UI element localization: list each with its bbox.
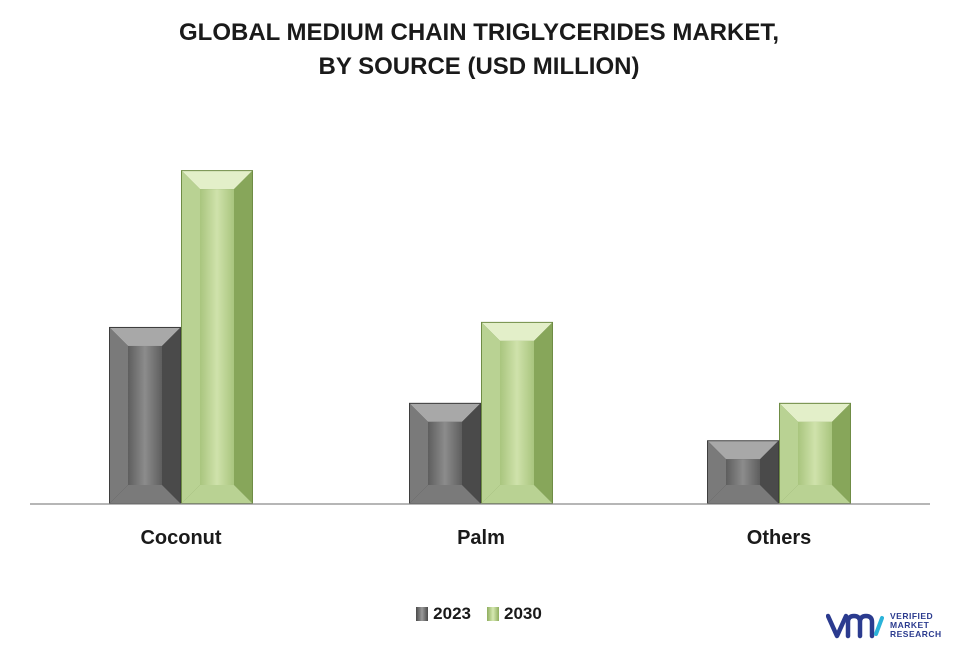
bar-others-2030 — [779, 402, 851, 504]
bar-bevel-bottom-others-2030 — [780, 485, 850, 503]
bar-face-coconut-2030 — [200, 189, 234, 485]
x-tick-label-palm: Palm — [457, 527, 505, 549]
bar-bevel-top-palm-2023 — [410, 403, 480, 422]
bar-bevel-left-coconut-2023 — [110, 327, 128, 503]
x-tick-labels: Coconut Palm Others — [140, 527, 811, 549]
bar-bevel-left-coconut-2030 — [182, 171, 200, 503]
x-tick-label-others: Others — [747, 527, 811, 549]
legend-swatch-2030 — [487, 607, 499, 621]
bar-bevel-bottom-coconut-2023 — [110, 485, 180, 503]
brand-logo: VERIFIED MARKET RESEARCH — [826, 608, 954, 642]
x-tick-label-coconut: Coconut — [140, 527, 221, 549]
bar-palm-2030 — [481, 321, 553, 504]
chart-title-line-2: BY SOURCE (USD MILLION) — [318, 53, 640, 80]
bar-bevel-bottom-coconut-2030 — [182, 485, 252, 503]
bar-bevel-top-coconut-2030 — [182, 171, 252, 190]
bar-bevel-right-palm-2030 — [534, 322, 552, 503]
brand-text: VERIFIED MARKET RESEARCH — [890, 610, 942, 639]
brand-line-2: MARKET — [890, 619, 930, 630]
bar-bevel-left-others-2023 — [708, 441, 726, 503]
legend-item-2030: 2030 — [487, 604, 542, 624]
bar-bevel-right-palm-2023 — [462, 403, 480, 503]
bar-coconut-2030 — [181, 170, 253, 504]
chart-title-line-1: GLOBAL MEDIUM CHAIN TRIGLYCERIDES MARKET… — [178, 19, 780, 46]
bar-bevel-right-coconut-2030 — [234, 171, 252, 503]
bar-bevel-left-palm-2030 — [482, 322, 500, 503]
bar-others-2023 — [707, 440, 779, 504]
chart-title: GLOBAL MEDIUM CHAIN TRIGLYCERIDES MARKET… — [0, 16, 958, 84]
bar-palm-2023 — [409, 402, 481, 504]
vmr-logo-icon — [826, 613, 884, 639]
bar-bevel-left-palm-2023 — [410, 403, 428, 503]
brand-line-1: VERIFIED — [890, 610, 934, 621]
bar-bevel-right-coconut-2023 — [162, 327, 180, 503]
bar-face-palm-2023 — [428, 421, 462, 485]
bar-bevel-top-coconut-2023 — [110, 327, 180, 346]
bar-bevel-right-others-2030 — [832, 403, 850, 503]
bar-bevel-bottom-palm-2030 — [482, 485, 552, 503]
legend: 2023 2030 — [0, 604, 958, 624]
bar-face-palm-2030 — [500, 340, 534, 485]
bar-bevel-left-others-2030 — [780, 403, 798, 503]
bar-face-others-2023 — [726, 459, 760, 485]
bar-bevel-top-others-2030 — [780, 403, 850, 422]
legend-swatch-2023 — [416, 607, 429, 621]
bar-face-coconut-2023 — [128, 345, 162, 485]
bar-bevel-top-others-2023 — [708, 441, 778, 460]
legend-label-2030: 2030 — [504, 604, 542, 623]
bar-coconut-2023 — [109, 326, 181, 504]
bars-group — [109, 170, 851, 504]
bar-bevel-bottom-others-2023 — [708, 485, 778, 503]
brand-line-3: RESEARCH — [890, 628, 942, 639]
bar-bevel-right-others-2023 — [760, 441, 778, 503]
bar-bevel-top-palm-2030 — [482, 322, 552, 341]
bar-bevel-bottom-palm-2023 — [410, 485, 480, 503]
legend-label-2023: 2023 — [433, 604, 471, 623]
legend-item-2023: 2023 — [416, 604, 471, 624]
bar-face-others-2030 — [798, 421, 832, 485]
